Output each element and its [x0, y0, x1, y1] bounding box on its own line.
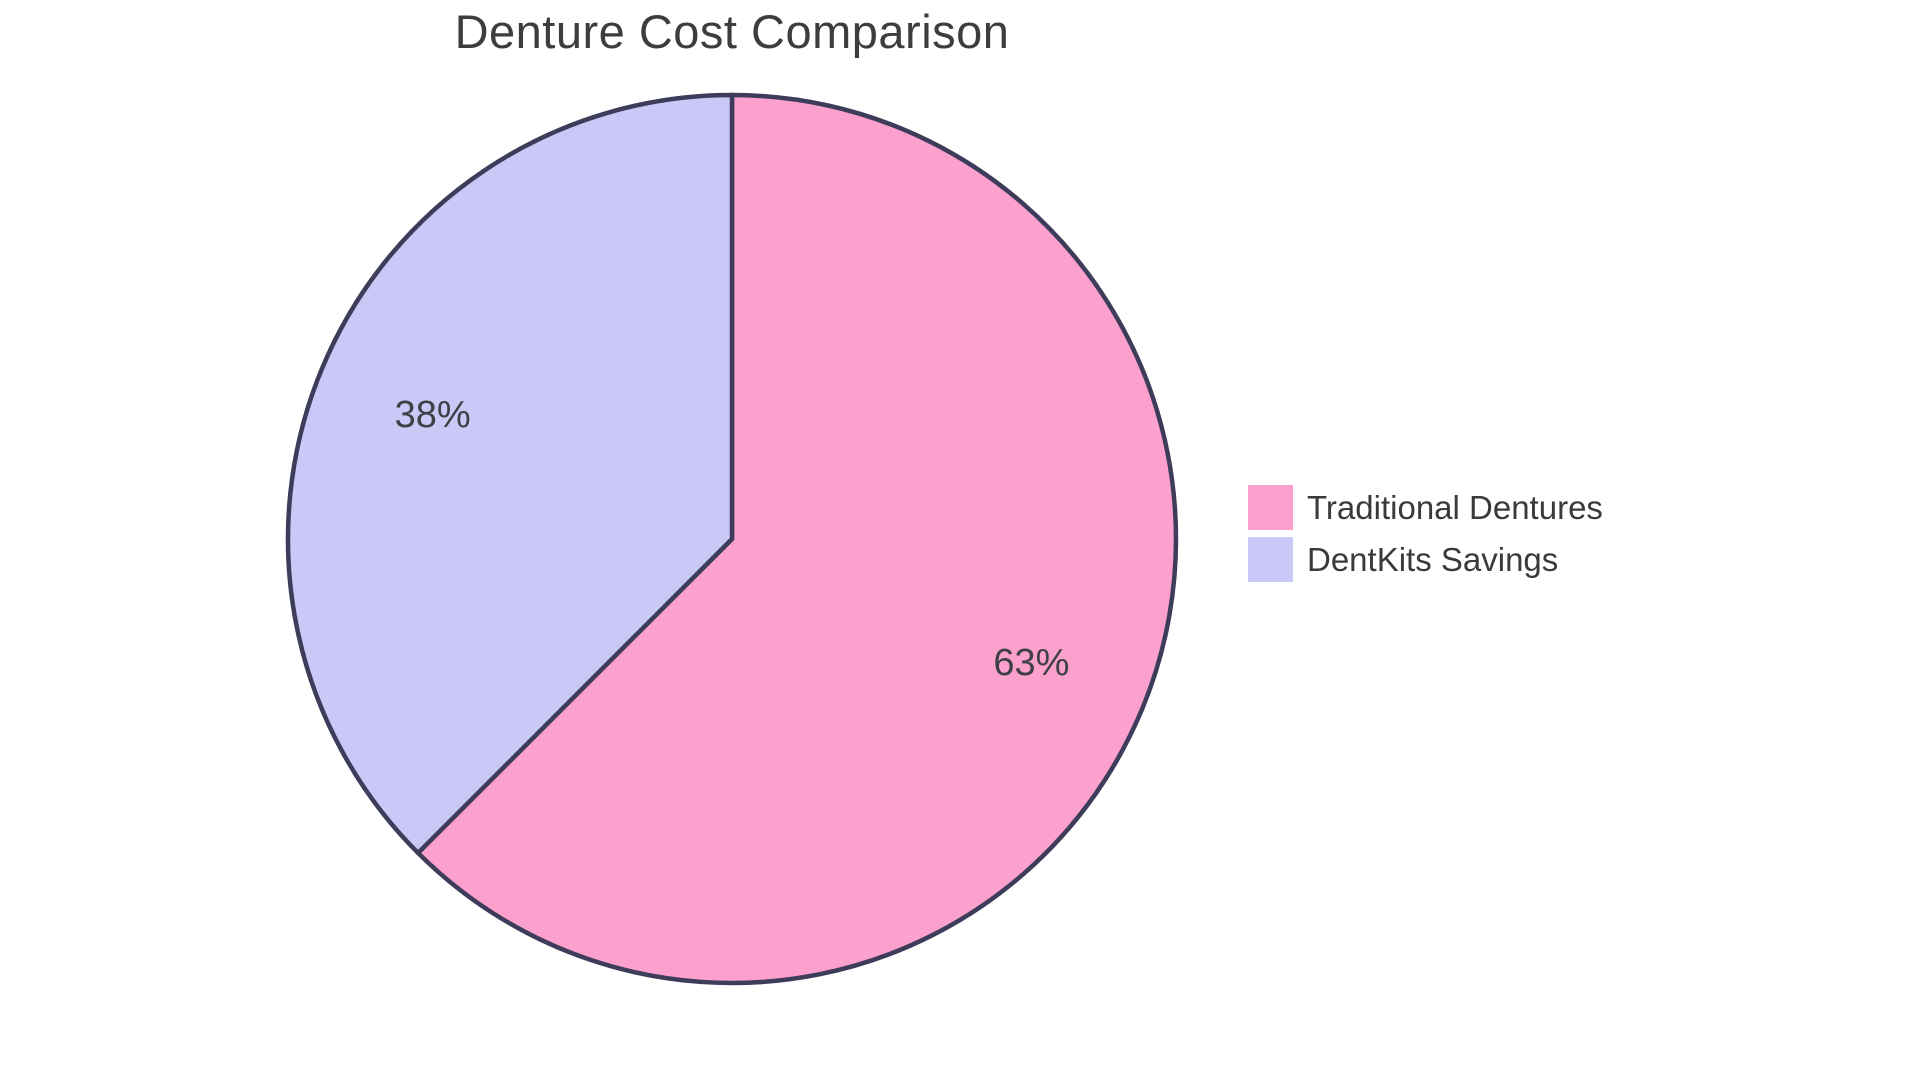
- legend-item-traditional-dentures: Traditional Dentures: [1248, 485, 1603, 530]
- pie-slice-label-1: 38%: [395, 394, 471, 436]
- legend: Traditional Dentures DentKits Savings: [1248, 485, 1603, 582]
- legend-label-dentkits-savings: DentKits Savings: [1307, 540, 1559, 578]
- legend-swatch-dentkits-savings: [1248, 537, 1293, 582]
- pie-slice-label-0: 63%: [993, 642, 1069, 684]
- chart-title: Denture Cost Comparison: [454, 5, 1010, 58]
- pie-slice-1: [285, 92, 735, 856]
- legend-swatch-traditional-dentures: [1248, 485, 1293, 530]
- pie-slice-0: [415, 92, 1179, 986]
- legend-label-traditional-dentures: Traditional Dentures: [1307, 488, 1603, 526]
- pie-chart: 63% 38%: [285, 92, 1179, 986]
- legend-item-dentkits-savings: DentKits Savings: [1248, 537, 1603, 582]
